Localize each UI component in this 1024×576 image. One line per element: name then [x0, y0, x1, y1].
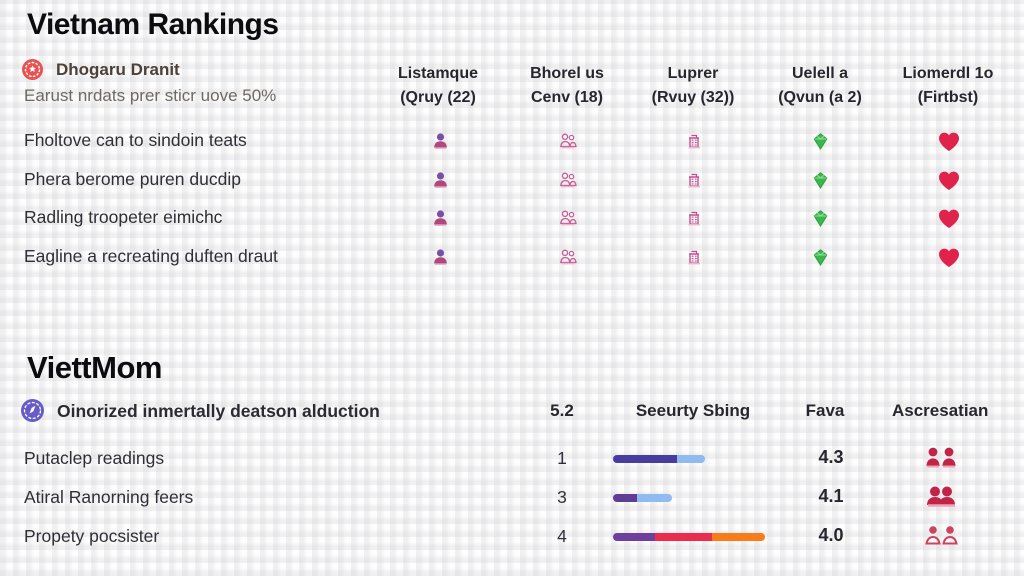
- header-rank: 5.2: [550, 401, 574, 420]
- building-icon: [672, 132, 716, 150]
- score-bar: [613, 533, 765, 541]
- column-header-2: Bhorel us Cenv (18): [530, 65, 604, 106]
- people-group-solid-icon: [920, 485, 964, 507]
- row-label: Propety pocsister: [24, 526, 160, 546]
- row-label: Eagline a recreating duften draut: [24, 246, 278, 266]
- person-icon: [418, 132, 462, 150]
- medal-icon: [21, 58, 44, 86]
- score-bar: [613, 494, 672, 502]
- building-icon: [672, 248, 716, 266]
- column-header-1: Listamque (Qruy (22): [397, 65, 478, 106]
- building-icon: [672, 209, 716, 227]
- rank-value: 4: [557, 526, 567, 546]
- heart-icon[interactable]: [927, 208, 971, 229]
- bar-segment: [677, 455, 705, 463]
- gem-icon: [798, 209, 842, 228]
- header-bar: Seeurty Sbing: [635, 401, 751, 420]
- section1-subtitle-primary: Dhogaru Dranit: [56, 60, 180, 79]
- building-icon: [672, 171, 716, 189]
- bar-segment: [637, 494, 672, 502]
- page-title: Vietnam Rankings: [27, 8, 279, 41]
- person-icon: [418, 209, 462, 227]
- gem-icon: [798, 132, 842, 151]
- rating-value: 4.3: [818, 447, 844, 467]
- score-bar: [613, 455, 705, 463]
- bar-segment: [655, 533, 712, 541]
- rating-value: 4.1: [818, 486, 844, 506]
- bar-segment: [613, 455, 677, 463]
- compass-icon: [20, 398, 45, 428]
- row-label: Fholtove can to sindoin teats: [24, 130, 247, 150]
- person-icon: [418, 248, 462, 266]
- bar-segment: [712, 533, 765, 541]
- people-icon: [546, 132, 590, 150]
- section2-subtitle: Oinorized inmertally deatson alduction: [57, 401, 380, 421]
- person-icon: [418, 171, 462, 189]
- people-icon: [546, 171, 590, 189]
- row-label: Putaclep readings: [24, 448, 165, 468]
- people-icon: [546, 209, 590, 227]
- gem-icon: [798, 171, 842, 190]
- row-label: Atiral Ranorning feers: [24, 487, 194, 507]
- header-rating: Fava: [805, 401, 845, 420]
- gem-icon: [798, 248, 842, 267]
- heart-icon[interactable]: [927, 170, 971, 191]
- section1-subtitle-secondary: Earust nrdats prer sticr uove 50%: [24, 86, 277, 105]
- column-header-4: Uelell a (Qvun (a 2): [778, 65, 862, 106]
- row-label: Phera berome puren ducdip: [24, 169, 241, 189]
- heart-icon[interactable]: [927, 131, 971, 152]
- column-header-5: Liomerdl 1o (Firtbst): [902, 65, 994, 106]
- rating-value: 4.0: [818, 525, 844, 545]
- header-icons: Ascresatian: [892, 401, 989, 420]
- rank-value: 3: [557, 487, 567, 507]
- rank-value: 1: [557, 448, 567, 468]
- people-pair-solid-icon: [920, 446, 964, 468]
- row-label: Radling troopeter eimichc: [24, 207, 223, 227]
- section2-title: ViettMom: [27, 350, 162, 385]
- column-header-3: Luprer (Rvuy (32)): [651, 65, 735, 106]
- heart-icon[interactable]: [927, 247, 971, 268]
- bar-segment: [613, 533, 655, 541]
- bar-segment: [613, 494, 637, 502]
- people-icon: [546, 248, 590, 266]
- people-pair-outline-icon: [920, 524, 964, 546]
